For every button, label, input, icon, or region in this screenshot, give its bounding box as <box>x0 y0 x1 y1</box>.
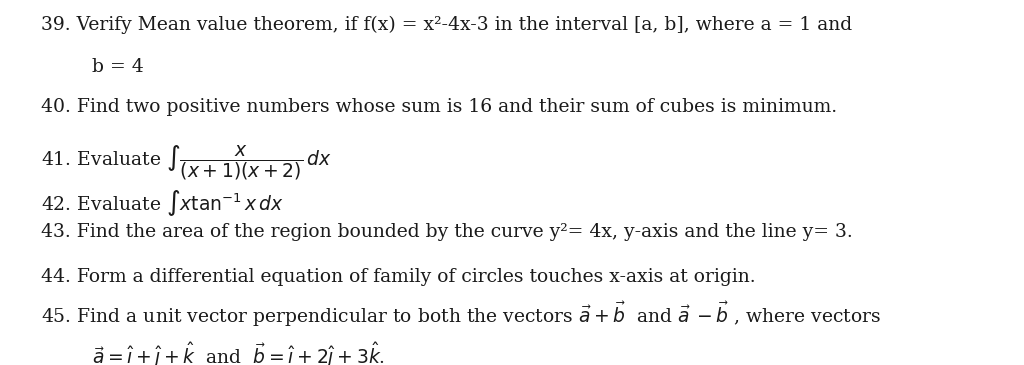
Text: 43. Find the area of the region bounded by the curve y²= 4x, y-axis and the line: 43. Find the area of the region bounded … <box>41 223 853 241</box>
Text: 44. Form a differential equation of family of circles touches x-axis at origin.: 44. Form a differential equation of fami… <box>41 268 756 286</box>
Text: 42. Evaluate $\int x\tan^{-1}x\,dx$: 42. Evaluate $\int x\tan^{-1}x\,dx$ <box>41 188 284 218</box>
Text: 39. Verify Mean value theorem, if f(x) = x²-4x-3 in the interval [a, b], where a: 39. Verify Mean value theorem, if f(x) =… <box>41 16 852 34</box>
Text: $\vec{a} = \hat{\imath}+\hat{\jmath}+\hat{k}$  and  $\vec{b} = \hat{\imath}+2\ha: $\vec{a} = \hat{\imath}+\hat{\jmath}+\ha… <box>92 341 385 365</box>
Text: 41. Evaluate $\int \dfrac{x}{(x+1)(x+2)}\,dx$: 41. Evaluate $\int \dfrac{x}{(x+1)(x+2)}… <box>41 143 332 182</box>
Text: b = 4: b = 4 <box>92 58 144 76</box>
Text: 40. Find two positive numbers whose sum is 16 and their sum of cubes is minimum.: 40. Find two positive numbers whose sum … <box>41 98 837 116</box>
Text: 45. Find a unit vector perpendicular to both the vectors $\vec{a}+\vec{b}$  and : 45. Find a unit vector perpendicular to … <box>41 300 881 330</box>
